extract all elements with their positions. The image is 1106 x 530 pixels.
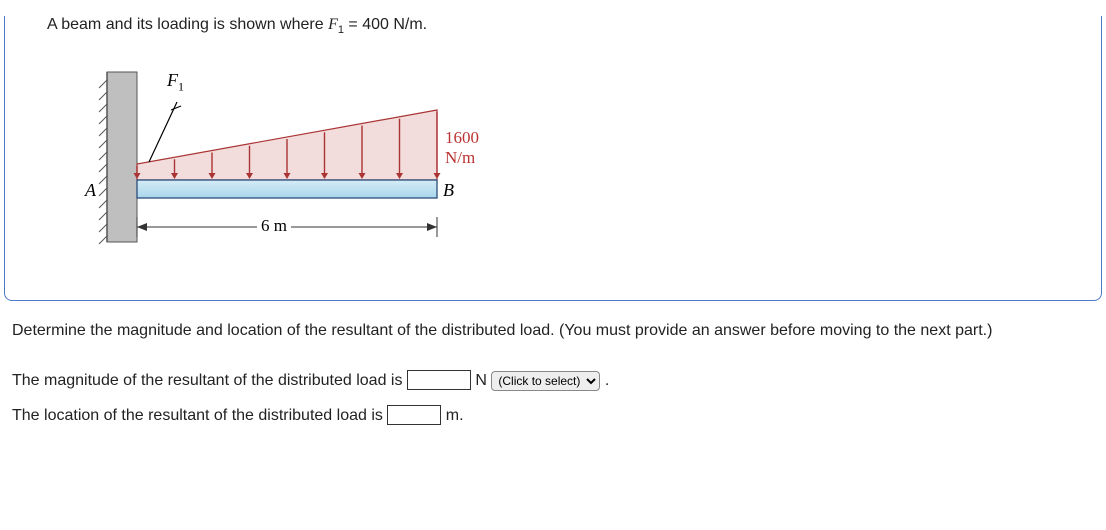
- label-span: 6 m: [257, 216, 291, 236]
- problem-panel: A beam and its loading is shown where F1…: [4, 16, 1102, 301]
- location-input[interactable]: [387, 405, 441, 425]
- intro-suffix: = 400 N/m.: [344, 16, 427, 33]
- below-panel: Determine the magnitude and location of …: [0, 319, 1106, 425]
- mag-unit: N: [475, 372, 487, 389]
- mag-prefix: The magnitude of the resultant of the di…: [12, 372, 407, 389]
- diagram-svg: [67, 52, 497, 282]
- beam-diagram: F1 A B 1600 N/m 6 m: [67, 52, 497, 282]
- magnitude-input[interactable]: [407, 370, 471, 390]
- direction-select[interactable]: (Click to select): [491, 371, 600, 391]
- location-line: The location of the resultant of the dis…: [12, 405, 1094, 425]
- intro-var: F: [328, 16, 338, 33]
- loc-prefix: The location of the resultant of the dis…: [12, 407, 387, 424]
- label-a: A: [85, 180, 96, 201]
- intro-prefix: A beam and its loading is shown where: [47, 16, 328, 33]
- label-b: B: [443, 180, 454, 201]
- label-f1: F1: [167, 70, 184, 95]
- magnitude-line: The magnitude of the resultant of the di…: [12, 370, 1094, 391]
- question-text: Determine the magnitude and location of …: [12, 319, 1094, 342]
- problem-intro: A beam and its loading is shown where F1…: [47, 16, 1079, 36]
- loc-unit: m.: [446, 407, 464, 424]
- label-load-right: 1600 N/m: [445, 128, 497, 168]
